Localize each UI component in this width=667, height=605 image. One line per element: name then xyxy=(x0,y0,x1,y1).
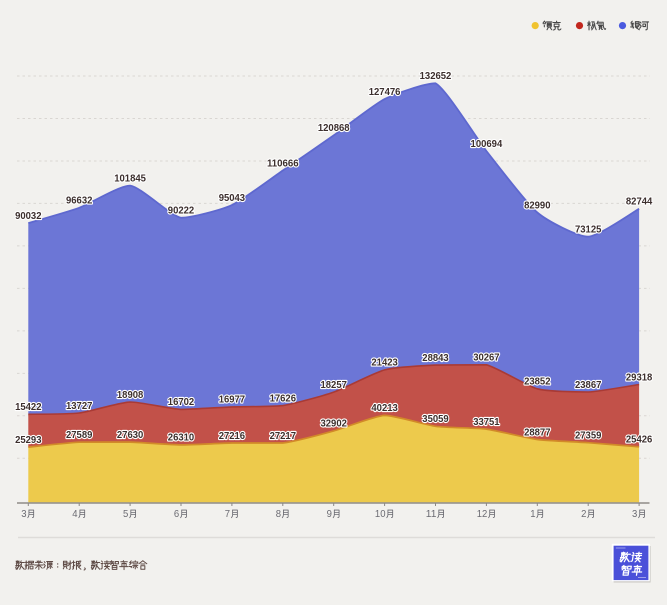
svg-text:13727: 13727 xyxy=(66,401,93,412)
svg-text:82744: 82744 xyxy=(626,197,653,208)
svg-text:96632: 96632 xyxy=(66,196,93,207)
svg-text:4: 4 xyxy=(72,508,77,520)
svg-text:25426: 25426 xyxy=(626,435,653,446)
svg-text:90032: 90032 xyxy=(15,211,42,222)
svg-text:6: 6 xyxy=(174,508,179,520)
svg-text:16702: 16702 xyxy=(168,397,195,408)
svg-text:100694: 100694 xyxy=(471,139,503,150)
svg-text:1: 1 xyxy=(530,508,535,520)
svg-text:32902: 32902 xyxy=(321,419,348,430)
svg-text:120868: 120868 xyxy=(318,123,350,134)
svg-text:40213: 40213 xyxy=(371,403,398,414)
svg-text:11: 11 xyxy=(426,508,437,520)
svg-text:15422: 15422 xyxy=(15,402,42,413)
svg-text:127476: 127476 xyxy=(369,87,401,98)
svg-text:28877: 28877 xyxy=(524,427,551,438)
svg-text:30267: 30267 xyxy=(473,353,500,364)
svg-text:9: 9 xyxy=(327,508,332,520)
svg-text:27359: 27359 xyxy=(575,431,602,442)
svg-text:18257: 18257 xyxy=(321,380,348,391)
svg-text:17626: 17626 xyxy=(270,393,297,404)
svg-text:90222: 90222 xyxy=(168,206,195,217)
svg-text:27216: 27216 xyxy=(219,431,246,442)
svg-text:7: 7 xyxy=(225,508,230,520)
svg-text:23852: 23852 xyxy=(524,377,551,388)
svg-text:35059: 35059 xyxy=(422,414,449,425)
svg-text:26310: 26310 xyxy=(168,433,195,444)
svg-text:16977: 16977 xyxy=(219,395,246,406)
svg-text:3: 3 xyxy=(21,508,26,520)
svg-text:33751: 33751 xyxy=(473,417,500,428)
svg-text:27630: 27630 xyxy=(117,430,144,441)
svg-text:110666: 110666 xyxy=(267,158,299,169)
svg-text:21423: 21423 xyxy=(371,358,398,369)
svg-text:27217: 27217 xyxy=(270,431,297,442)
svg-text:29318: 29318 xyxy=(626,372,653,383)
svg-text:101845: 101845 xyxy=(114,173,146,184)
svg-text:23867: 23867 xyxy=(575,380,602,391)
svg-text:27589: 27589 xyxy=(66,430,93,441)
svg-text:132652: 132652 xyxy=(420,71,452,82)
svg-text:2: 2 xyxy=(581,508,586,520)
svg-text:73125: 73125 xyxy=(575,225,602,236)
svg-text:25293: 25293 xyxy=(15,435,42,446)
svg-text:8: 8 xyxy=(276,508,281,520)
svg-text:5: 5 xyxy=(123,508,128,520)
svg-text:95043: 95043 xyxy=(219,193,246,204)
svg-text:82990: 82990 xyxy=(524,200,551,211)
svg-text:3: 3 xyxy=(632,508,637,520)
svg-text:18908: 18908 xyxy=(117,390,144,401)
svg-text:10: 10 xyxy=(375,508,386,520)
svg-text:28843: 28843 xyxy=(422,353,449,364)
svg-text:12: 12 xyxy=(477,508,488,520)
